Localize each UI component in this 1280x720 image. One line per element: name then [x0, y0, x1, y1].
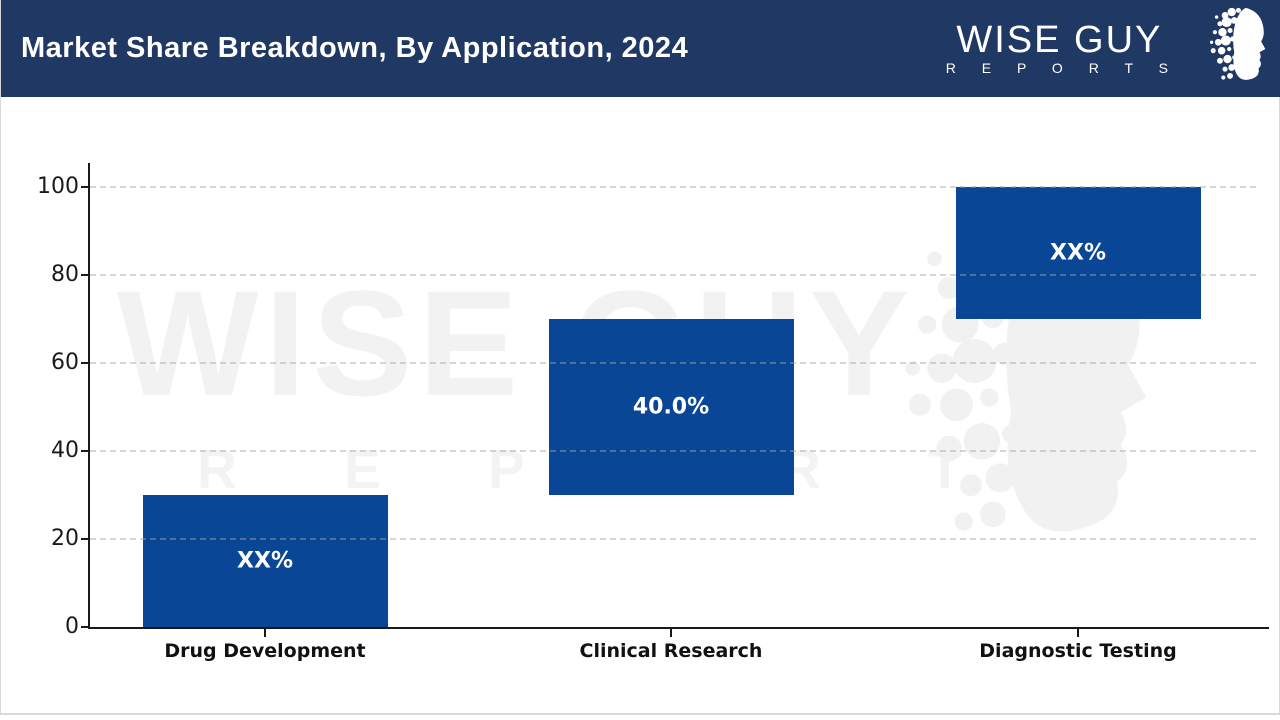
gridline-20 — [90, 538, 1256, 540]
y-tick-mark-100 — [81, 186, 89, 188]
bar-drug-development — [142, 495, 388, 627]
brand-wordmark: WISE GUY — [956, 18, 1163, 61]
bar-clinical-research — [548, 319, 794, 495]
y-tick-mark-20 — [81, 538, 89, 540]
x-tick-mark — [670, 629, 672, 637]
chart-title: Market Share Breakdown, By Application, … — [21, 32, 689, 64]
brand-logo-text: WISE GUY R E P O R T S — [940, 18, 1179, 77]
y-tick-mark-0 — [81, 626, 89, 628]
brand-face-dots-icon — [1209, 7, 1266, 80]
y-tick-mark-60 — [81, 362, 89, 364]
x-category-label-drug-development: Drug Development — [164, 640, 366, 662]
gridline-80 — [90, 274, 1256, 276]
x-tick-mark — [264, 629, 266, 637]
header-bar: Market Share Breakdown, By Application, … — [1, 0, 1280, 97]
gridline-100 — [90, 186, 1256, 188]
y-axis-line — [88, 163, 90, 629]
gridline-60 — [90, 362, 1256, 364]
x-axis-line — [88, 627, 1269, 629]
y-tick-label-0: 0 — [65, 614, 79, 639]
gridline-40 — [90, 450, 1256, 452]
y-tick-label-60: 60 — [51, 350, 79, 375]
y-tick-mark-40 — [81, 450, 89, 452]
bar-value-label: 40.0% — [632, 394, 710, 420]
y-tick-label-100: 100 — [37, 174, 79, 199]
x-tick-mark — [1077, 629, 1079, 637]
bar-value-label: XX% — [1050, 240, 1106, 266]
brand-subtitle: R E P O R T S — [945, 60, 1179, 77]
y-tick-label-20: 20 — [51, 526, 79, 551]
bar-value-label: XX% — [237, 548, 293, 574]
x-category-label-diagnostic-testing: Diagnostic Testing — [979, 640, 1177, 662]
y-tick-mark-80 — [81, 274, 89, 276]
brand-logo: WISE GUY R E P O R T S — [940, 4, 1267, 94]
y-tick-label-40: 40 — [51, 438, 79, 463]
y-tick-label-80: 80 — [51, 262, 79, 287]
bar-diagnostic-testing — [955, 187, 1201, 319]
x-category-label-clinical-research: Clinical Research — [579, 640, 763, 662]
